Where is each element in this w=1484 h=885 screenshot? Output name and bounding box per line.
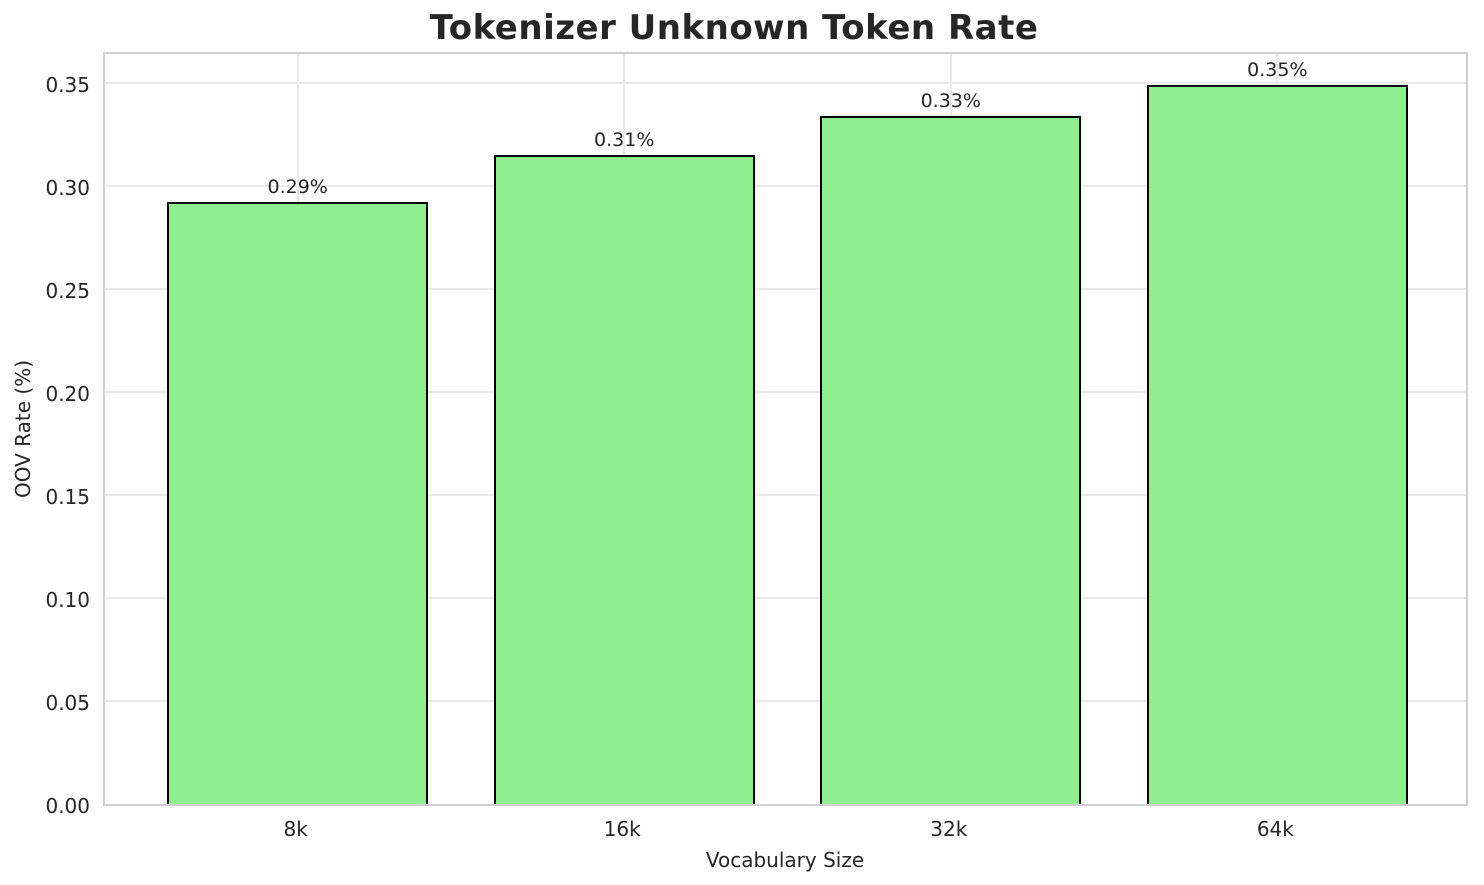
bar-value-label: 0.31% xyxy=(594,129,655,152)
x-axis-label: Vocabulary Size xyxy=(705,848,865,872)
gridline-horizontal xyxy=(105,597,1466,599)
plot-area: 0.29% 0.31% 0.33% 0.35% xyxy=(103,52,1468,806)
y-tick-label: 0.00 xyxy=(45,794,90,818)
gridline-horizontal xyxy=(105,81,1466,84)
bar-64k xyxy=(1146,85,1408,804)
bar-value-label: 0.35% xyxy=(1247,59,1308,82)
gridline-horizontal xyxy=(105,287,1466,290)
y-tick-label: 0.35 xyxy=(45,72,90,97)
y-tick-label: 0.30 xyxy=(45,175,90,200)
gridline-horizontal xyxy=(105,493,1466,496)
y-tick-label: 0.15 xyxy=(45,484,90,509)
gridline-horizontal xyxy=(105,390,1466,393)
bar-32k xyxy=(820,115,1082,804)
bar-8k xyxy=(167,202,429,804)
x-tick-label: 32k xyxy=(930,817,968,841)
x-tick-label: 64k xyxy=(1256,817,1294,841)
bar-value-label: 0.33% xyxy=(920,89,981,112)
y-tick-label: 0.20 xyxy=(45,381,90,406)
y-tick-label: 0.10 xyxy=(45,587,90,612)
y-tick-label: 0.25 xyxy=(45,278,90,303)
bar-value-label: 0.29% xyxy=(267,176,328,199)
y-tick-label: 0.05 xyxy=(45,690,90,715)
x-tick-label: 16k xyxy=(603,817,641,841)
gridline-horizontal xyxy=(105,184,1466,187)
chart-title: Tokenizer Unknown Token Rate xyxy=(429,8,1039,48)
bar-16k xyxy=(493,155,755,804)
x-tick-label: 8k xyxy=(283,817,308,841)
gridline-horizontal xyxy=(105,700,1466,702)
